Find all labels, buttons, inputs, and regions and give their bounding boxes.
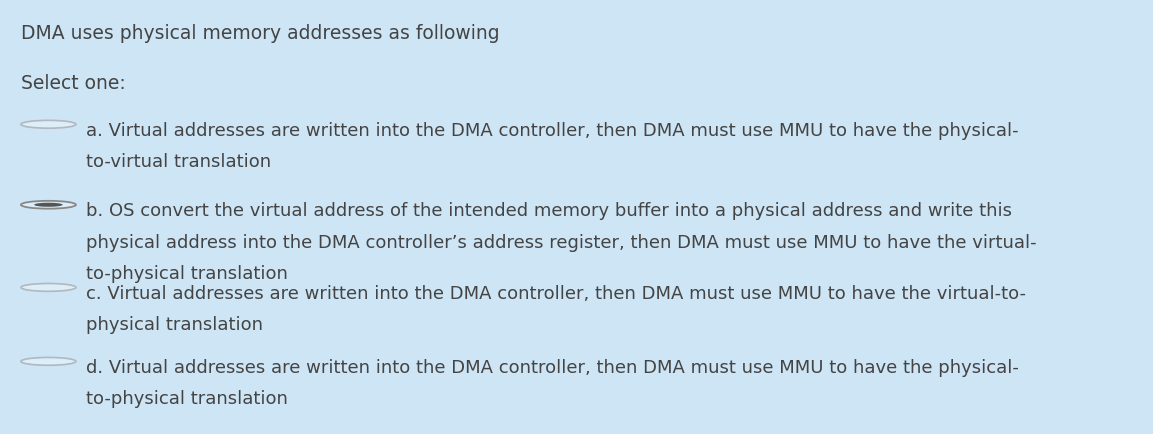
Ellipse shape bbox=[21, 358, 76, 365]
Text: b. OS convert the virtual address of the intended memory buffer into a physical : b. OS convert the virtual address of the… bbox=[86, 202, 1012, 220]
Text: c. Virtual addresses are written into the DMA controller, then DMA must use MMU : c. Virtual addresses are written into th… bbox=[86, 284, 1026, 302]
Ellipse shape bbox=[35, 203, 62, 207]
Ellipse shape bbox=[21, 121, 76, 129]
Text: a. Virtual addresses are written into the DMA controller, then DMA must use MMU : a. Virtual addresses are written into th… bbox=[86, 122, 1019, 139]
Text: DMA uses physical memory addresses as following: DMA uses physical memory addresses as fo… bbox=[21, 24, 499, 43]
Ellipse shape bbox=[21, 284, 76, 292]
Ellipse shape bbox=[21, 201, 76, 209]
Text: to-physical translation: to-physical translation bbox=[86, 264, 288, 282]
Text: physical translation: physical translation bbox=[86, 316, 264, 333]
Text: d. Virtual addresses are written into the DMA controller, then DMA must use MMU : d. Virtual addresses are written into th… bbox=[86, 358, 1019, 376]
Text: to-virtual translation: to-virtual translation bbox=[86, 153, 272, 171]
Text: to-physical translation: to-physical translation bbox=[86, 389, 288, 407]
Text: physical address into the DMA controller’s address register, then DMA must use M: physical address into the DMA controller… bbox=[86, 233, 1037, 251]
Text: Select one:: Select one: bbox=[21, 74, 126, 93]
